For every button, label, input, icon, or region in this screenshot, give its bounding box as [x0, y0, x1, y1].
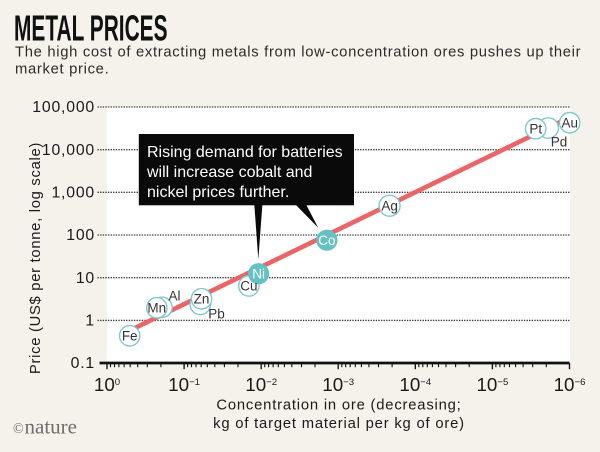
svg-text:Zn: Zn	[194, 292, 210, 307]
svg-text:100,000: 100,000	[32, 99, 95, 116]
svg-text:1: 1	[85, 313, 95, 330]
svg-text:Ni: Ni	[252, 266, 265, 281]
svg-text:kg of target material per kg o: kg of target material per kg of ore)	[213, 416, 465, 432]
svg-text:Price (US$ per tonne, log scal: Price (US$ per tonne, log scale)	[28, 142, 44, 374]
svg-text:0.1: 0.1	[71, 355, 95, 372]
svg-text:Co: Co	[318, 233, 335, 248]
svg-text:Pb: Pb	[208, 306, 225, 321]
svg-text:Pt: Pt	[529, 121, 542, 136]
svg-text:10: 10	[76, 270, 95, 287]
svg-text:Cu: Cu	[240, 279, 257, 294]
svg-text:Al: Al	[168, 288, 180, 303]
svg-text:100: 100	[66, 227, 95, 244]
svg-text:nature: nature	[25, 415, 77, 439]
svg-text:Mn: Mn	[147, 301, 166, 316]
svg-text:Concentration in ore (decreasi: Concentration in ore (decreasing;	[216, 398, 461, 414]
svg-text:Pd: Pd	[551, 135, 568, 150]
svg-text:©: ©	[13, 421, 24, 437]
svg-text:Ag: Ag	[381, 198, 398, 213]
svg-text:METAL PRICES: METAL PRICES	[14, 9, 168, 49]
svg-text:Au: Au	[561, 115, 578, 130]
svg-text:nickel prices further.: nickel prices further.	[147, 184, 289, 201]
svg-text:10,000: 10,000	[42, 142, 95, 159]
svg-text:Rising demand for batteries: Rising demand for batteries	[147, 144, 343, 161]
svg-text:will increase cobalt and: will increase cobalt and	[146, 164, 312, 181]
svg-text:100: 100	[94, 374, 120, 395]
svg-text:market price.: market price.	[15, 61, 109, 77]
svg-text:1,000: 1,000	[51, 185, 95, 202]
svg-text:Fe: Fe	[122, 329, 138, 344]
svg-text:The high cost of extracting me: The high cost of extracting metals from …	[15, 45, 581, 61]
